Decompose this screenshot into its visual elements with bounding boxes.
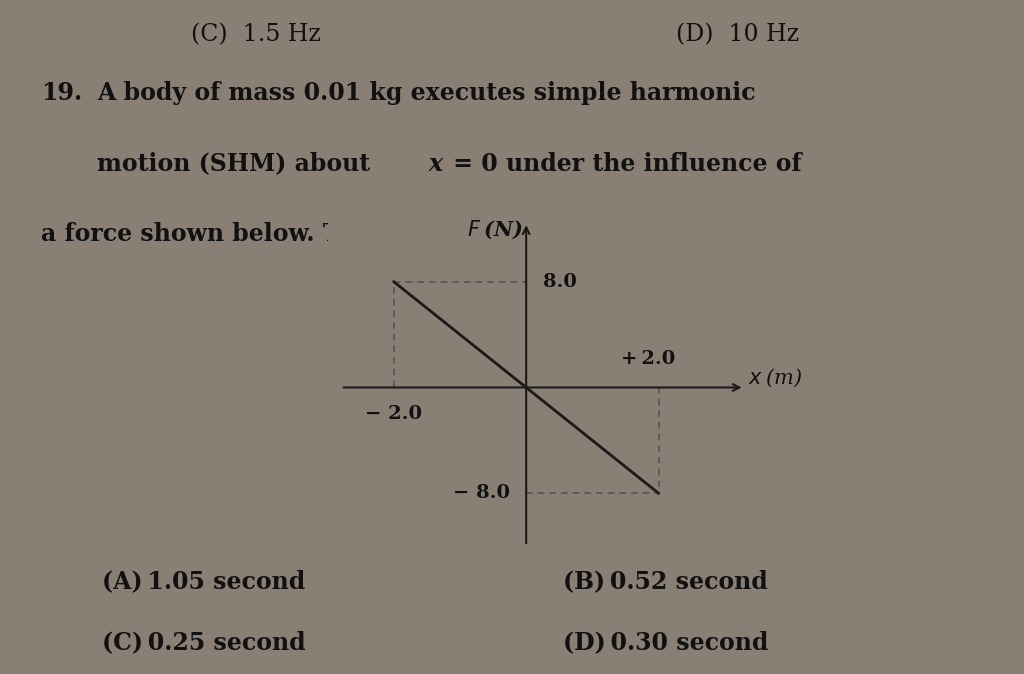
Text: − 8.0: − 8.0 xyxy=(453,484,510,502)
Text: (D)  10 Hz: (D) 10 Hz xyxy=(676,24,799,47)
Text: = 0 under the influence of: = 0 under the influence of xyxy=(445,152,802,176)
Text: $F$ (N): $F$ (N) xyxy=(467,218,523,241)
Text: (B) 0.52 second: (B) 0.52 second xyxy=(563,570,768,594)
Text: (A) 1.05 second: (A) 1.05 second xyxy=(102,570,305,594)
Text: 19.: 19. xyxy=(41,81,82,105)
Text: A body of mass 0.01 kg executes simple harmonic: A body of mass 0.01 kg executes simple h… xyxy=(97,81,756,105)
Text: $x$ (m): $x$ (m) xyxy=(748,367,802,390)
Text: (C)  1.5 Hz: (C) 1.5 Hz xyxy=(191,24,321,47)
Text: a force shown below. The period of the SHM is: a force shown below. The period of the S… xyxy=(41,222,655,247)
Text: (C) 0.25 second: (C) 0.25 second xyxy=(102,630,306,654)
Text: x: x xyxy=(428,152,442,176)
Text: − 2.0: − 2.0 xyxy=(366,404,422,423)
Text: 8.0: 8.0 xyxy=(543,273,577,290)
Text: + 2.0: + 2.0 xyxy=(622,350,676,367)
Text: motion (SHM) about: motion (SHM) about xyxy=(97,152,379,176)
Text: (D) 0.30 second: (D) 0.30 second xyxy=(563,630,769,654)
